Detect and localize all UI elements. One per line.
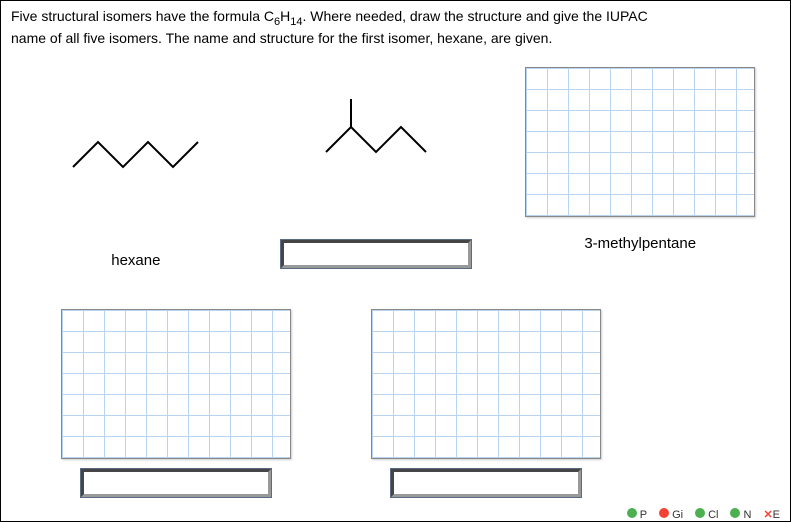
isomer-3-cell: 3-methylpentane [510, 67, 770, 252]
footer-item[interactable]: Gi [659, 508, 683, 521]
isomer-5-cell [371, 309, 601, 497]
q-line1-post: . Where needed, draw the structure and g… [302, 8, 647, 24]
isomer-5-name-input[interactable] [391, 469, 581, 497]
isomer-3-label: 3-methylpentane [584, 235, 696, 252]
isomer-2-structure [276, 87, 476, 207]
q-line2: name of all five isomers. The name and s… [11, 30, 552, 46]
hexane-structure-icon [63, 122, 208, 192]
footer-nav: P Gi Cl N ✕E [627, 507, 780, 521]
dot-icon [659, 508, 669, 518]
isomer-5-drawing-area[interactable] [371, 309, 601, 459]
dot-icon [627, 508, 637, 518]
footer-item[interactable]: P [627, 508, 647, 521]
isomer-2-name-input[interactable] [281, 240, 471, 268]
isomer-4-drawing-area[interactable] [61, 309, 291, 459]
isomer-1-label: hexane [111, 252, 160, 269]
isomer-1-structure [36, 97, 236, 217]
q-line1-mid: H [280, 8, 290, 24]
isomer-row-2 [1, 269, 790, 497]
footer-item[interactable]: N [730, 508, 751, 521]
footer-item[interactable]: Cl [695, 508, 718, 521]
q-sub14: 14 [290, 16, 302, 28]
isomer-4-name-input[interactable] [81, 469, 271, 497]
question-text: Five structural isomers have the formula… [1, 1, 790, 47]
isomer-2-cell [261, 67, 491, 268]
close-icon: ✕ [763, 509, 772, 521]
q-line1-pre: Five structural isomers have the formula… [11, 8, 274, 24]
footer-item[interactable]: ✕E [763, 508, 780, 521]
isomer-row-1: hexane 3-methylpentane [1, 47, 790, 269]
isomer-4-cell [61, 309, 291, 497]
dot-icon [695, 508, 705, 518]
isomer-3-drawing-area[interactable] [525, 67, 755, 217]
isomer-1-cell: hexane [21, 67, 251, 269]
dot-icon [730, 508, 740, 518]
branched-structure-icon [301, 97, 451, 197]
